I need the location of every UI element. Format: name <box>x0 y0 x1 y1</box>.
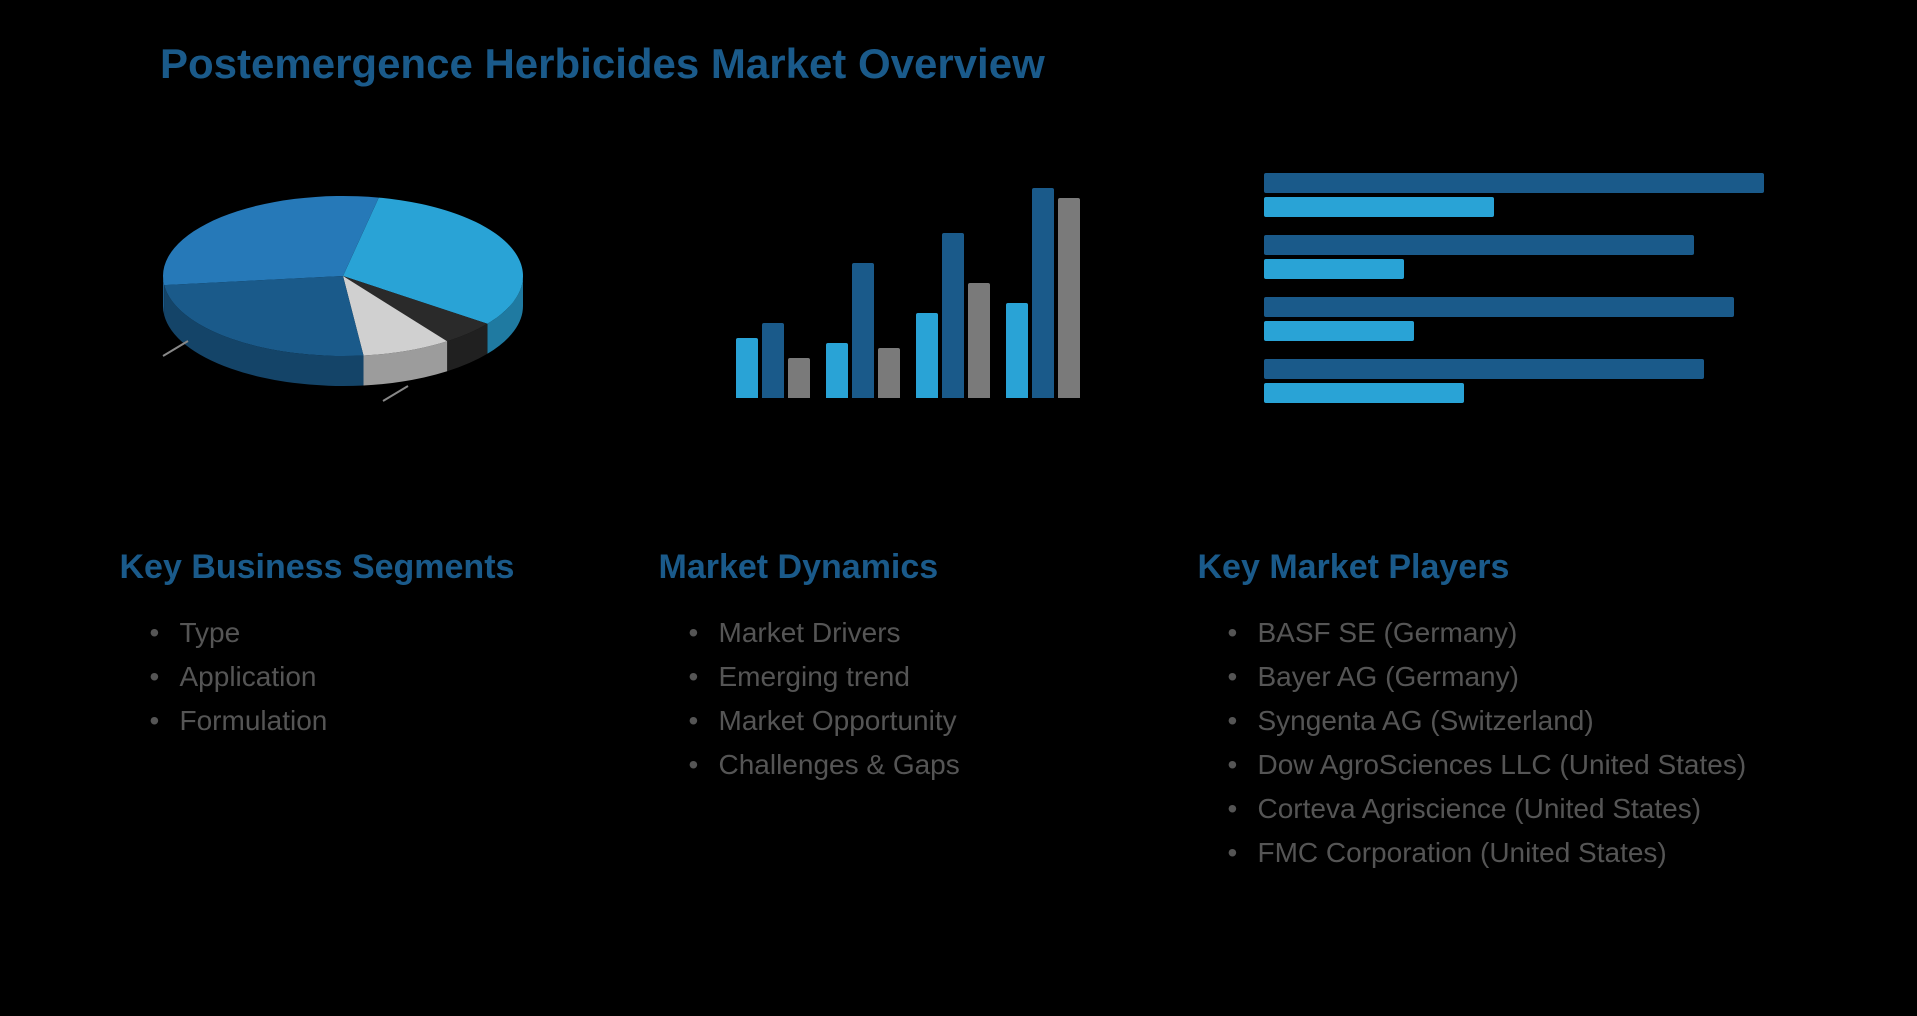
bar <box>942 233 964 398</box>
hbar-group <box>1264 173 1784 217</box>
bar <box>762 323 784 398</box>
list-item: Corteva Agriscience (United States) <box>1228 793 1798 825</box>
bar-group <box>1006 188 1080 398</box>
list-item: Bayer AG (Germany) <box>1228 661 1798 693</box>
list-item: Challenges & Gaps <box>689 749 1159 781</box>
hbar <box>1264 321 1414 341</box>
dynamics-list: Market Drivers Emerging trend Market Oppor… <box>659 617 1159 781</box>
lists-row: Key Business Segments Type Application For… <box>60 548 1857 881</box>
hbar <box>1264 359 1704 379</box>
bar <box>852 263 874 398</box>
hbar <box>1264 297 1734 317</box>
bar-group <box>826 263 900 398</box>
segments-block: Key Business Segments Type Application For… <box>120 548 620 881</box>
players-block: Key Market Players BASF SE (Germany) Baye… <box>1198 548 1798 881</box>
list-item: Dow AgroSciences LLC (United States) <box>1228 749 1798 781</box>
hbar <box>1264 197 1494 217</box>
segments-heading: Key Business Segments <box>120 548 620 587</box>
list-item: Market Opportunity <box>689 705 1159 737</box>
bar <box>788 358 810 398</box>
bar <box>878 348 900 398</box>
list-item: Market Drivers <box>689 617 1159 649</box>
players-heading: Key Market Players <box>1198 548 1798 587</box>
list-item: Type <box>150 617 620 649</box>
hbar <box>1264 235 1694 255</box>
bar <box>1058 198 1080 398</box>
bar <box>1006 303 1028 398</box>
bar <box>826 343 848 398</box>
pie-leader <box>383 386 408 401</box>
charts-row <box>60 148 1857 428</box>
bar <box>916 313 938 398</box>
hbar-group <box>1264 359 1784 403</box>
list-item: Application <box>150 661 620 693</box>
hbar <box>1264 173 1764 193</box>
hbar-group <box>1264 235 1784 279</box>
pie-leader <box>163 341 188 356</box>
bar-group <box>916 233 990 398</box>
bar-group <box>736 323 810 398</box>
hbar <box>1264 259 1404 279</box>
list-item: Emerging trend <box>689 661 1159 693</box>
bar <box>968 283 990 398</box>
hbar <box>1264 383 1464 403</box>
players-list: BASF SE (Germany) Bayer AG (Germany) Synge… <box>1198 617 1798 869</box>
bar <box>736 338 758 398</box>
bar <box>1032 188 1054 398</box>
list-item: Syngenta AG (Switzerland) <box>1228 705 1798 737</box>
hbar-chart <box>1264 173 1784 403</box>
segments-list: Type Application Formulation <box>120 617 620 737</box>
list-item: BASF SE (Germany) <box>1228 617 1798 649</box>
dynamics-block: Market Dynamics Market Drivers Emerging t… <box>659 548 1159 881</box>
pie-chart <box>133 156 553 421</box>
page-title: Postemergence Herbicides Market Overview <box>160 40 1857 88</box>
bar-chart <box>698 178 1118 398</box>
hbar-group <box>1264 297 1784 341</box>
dynamics-heading: Market Dynamics <box>659 548 1159 587</box>
list-item: FMC Corporation (United States) <box>1228 837 1798 869</box>
list-item: Formulation <box>150 705 620 737</box>
